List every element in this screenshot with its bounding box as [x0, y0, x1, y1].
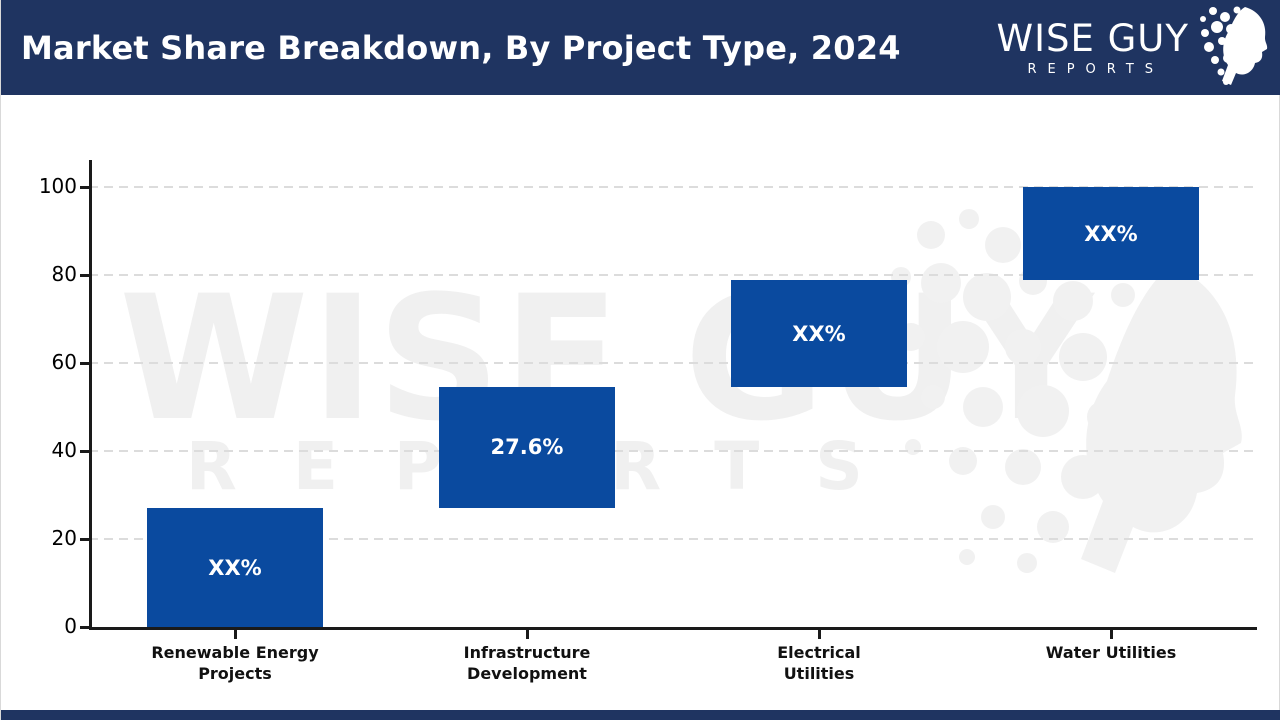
bar-value-label: XX%	[1084, 221, 1138, 246]
logo-subtitle: REPORTS	[1027, 61, 1165, 77]
y-tick-label: 0	[64, 614, 77, 638]
x-tick-mark	[234, 630, 237, 639]
y-axis	[89, 160, 92, 629]
y-tick-label: 40	[51, 438, 77, 462]
y-tick-mark	[80, 450, 89, 453]
y-tick-label: 20	[51, 526, 77, 550]
gridline	[89, 538, 1257, 540]
gridline	[89, 362, 1257, 364]
y-tick-label: 60	[51, 350, 77, 374]
gridline	[89, 274, 1257, 276]
bar-value-label: XX%	[208, 555, 262, 580]
footer-bar	[1, 710, 1280, 720]
head-profile-icon	[1195, 3, 1269, 93]
y-tick-label: 80	[51, 262, 77, 286]
category-label: Electrical Utilities	[777, 643, 861, 683]
y-tick-mark	[80, 362, 89, 365]
gridline	[89, 450, 1257, 452]
x-tick-mark	[1110, 630, 1113, 639]
wise-guy-reports-logo: WISE GUY REPORTS	[997, 3, 1280, 93]
y-tick-mark	[80, 274, 89, 277]
x-tick-mark	[526, 630, 529, 639]
x-tick-mark	[818, 630, 821, 639]
bar: 27.6%	[439, 386, 615, 509]
bar: XX%	[1023, 187, 1199, 281]
gridline	[89, 186, 1257, 188]
category-label: Infrastructure Development	[463, 643, 591, 683]
y-tick-mark	[80, 538, 89, 541]
logo-wordmark: WISE GUY	[996, 16, 1189, 60]
header-banner: Market Share Breakdown, By Project Type,…	[1, 0, 1280, 95]
category-label: Water Utilities	[1045, 643, 1177, 662]
chart-title: Market Share Breakdown, By Project Type,…	[21, 28, 901, 67]
bar-value-label: XX%	[792, 321, 846, 346]
bar-value-label: 27.6%	[490, 435, 564, 460]
bar: XX%	[731, 280, 907, 387]
x-axis	[89, 627, 1257, 630]
y-tick-mark	[80, 186, 89, 189]
category-label: Renewable Energy Projects	[151, 643, 319, 683]
bar: XX%	[147, 508, 323, 627]
y-tick-label: 100	[38, 174, 77, 198]
y-tick-mark	[80, 626, 89, 629]
